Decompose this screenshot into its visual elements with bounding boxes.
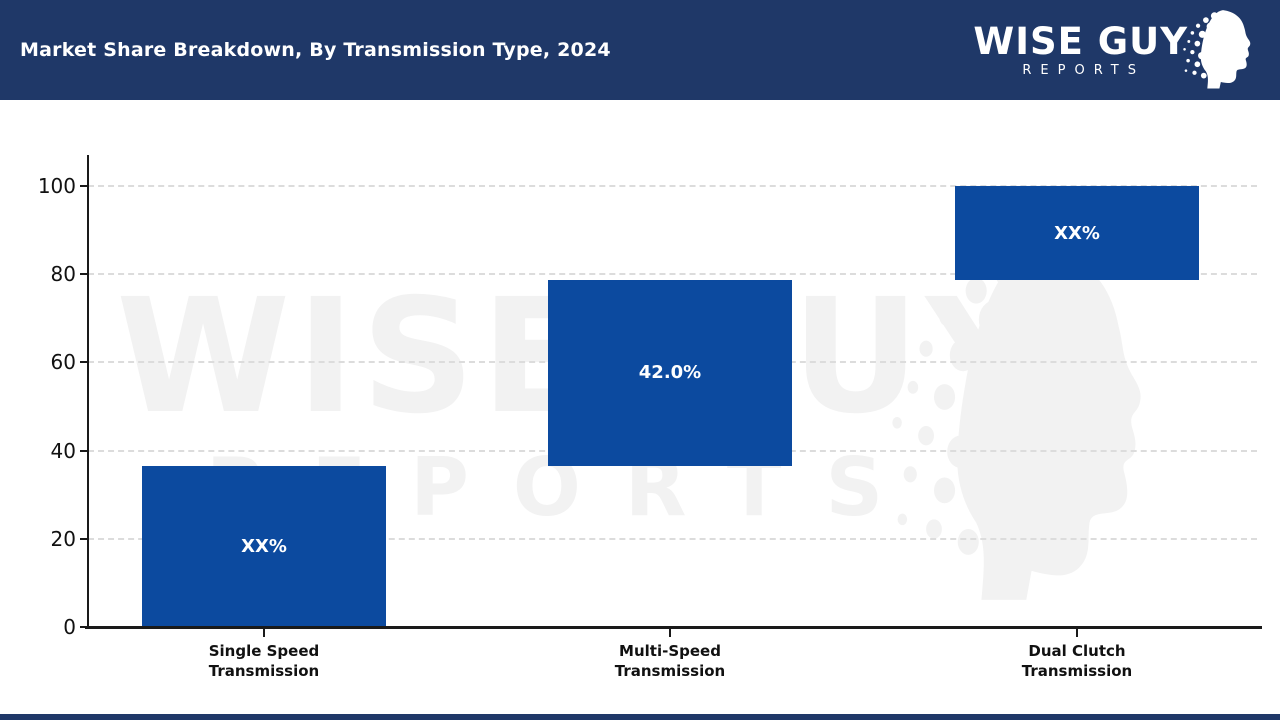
y-axis-tick (80, 361, 88, 364)
logo-reports-text: REPORTS (1022, 63, 1145, 78)
y-axis-tick-label: 100 (37, 173, 76, 198)
x-axis-category-label: Multi-Speed Transmission (614, 642, 726, 680)
y-axis-tick (80, 184, 88, 187)
x-axis-tick (263, 629, 265, 637)
y-axis-tick (80, 537, 88, 540)
wise-guy-reports-logo: WISE GUY REPORTS (973, 8, 1264, 92)
gridline (88, 537, 1257, 540)
x-axis-tick (1076, 629, 1078, 637)
y-axis-line (87, 155, 89, 629)
y-axis-tick (80, 626, 88, 628)
bar-segment: XX% (142, 465, 386, 627)
header-bar: Market Share Breakdown, By Transmission … (0, 0, 1280, 100)
y-axis-tick-label: 40 (50, 438, 76, 463)
bar-segment: XX% (955, 185, 1199, 281)
x-axis-category-label: Dual Clutch Transmission (1021, 642, 1133, 680)
y-axis-tick-label: 60 (50, 350, 76, 375)
logo-wordmark: WISE GUY (973, 20, 1188, 63)
dotted-head-profile-icon (1183, 10, 1251, 89)
page-title: Market Share Breakdown, By Transmission … (20, 39, 611, 61)
x-axis-category-label: Single Speed Transmission (208, 642, 320, 680)
x-axis-line (85, 626, 1262, 629)
x-axis-tick (669, 629, 671, 637)
bar-value-label: XX% (1054, 222, 1100, 244)
bar-value-label: XX% (241, 535, 287, 557)
y-axis-tick (80, 449, 88, 452)
gridline (88, 273, 1257, 276)
bar-value-label: 42.0% (638, 362, 702, 384)
footer-bar (0, 714, 1280, 720)
logo-text: WISE GUY REPORTS (973, 23, 1188, 77)
y-axis-tick-label: 0 (63, 615, 76, 639)
gridline (88, 184, 1257, 187)
y-axis-tick-label: 20 (50, 526, 76, 551)
y-axis-tick-label: 80 (50, 262, 76, 287)
y-axis-tick (80, 273, 88, 276)
bar-segment: 42.0% (548, 280, 792, 466)
